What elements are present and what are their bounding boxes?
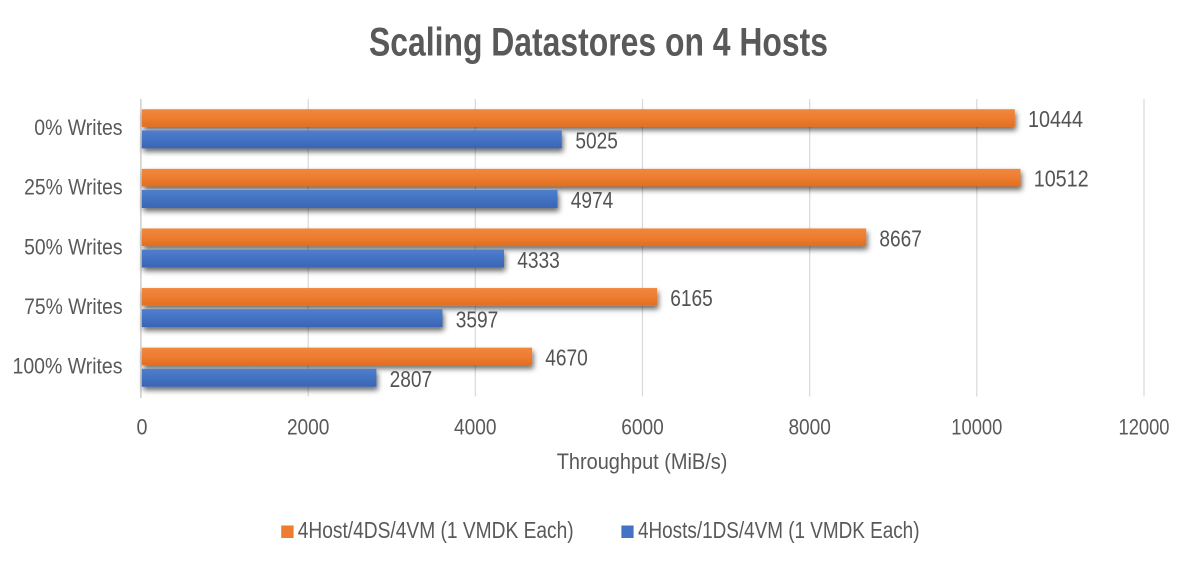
svg-text:4974: 4974 xyxy=(571,187,614,213)
svg-text:Throughput (MiB/s): Throughput (MiB/s) xyxy=(557,449,728,474)
svg-text:3597: 3597 xyxy=(456,306,499,332)
svg-text:25% Writes: 25% Writes xyxy=(24,175,122,200)
svg-text:4333: 4333 xyxy=(517,247,560,273)
svg-text:4000: 4000 xyxy=(454,414,497,439)
svg-text:0% Writes: 0% Writes xyxy=(34,115,122,140)
svg-text:8667: 8667 xyxy=(879,225,922,251)
svg-text:12000: 12000 xyxy=(1119,414,1170,439)
svg-text:6165: 6165 xyxy=(670,285,713,311)
svg-text:0: 0 xyxy=(137,414,148,439)
svg-text:4Hosts/1DS/4VM (1 VMDK Each): 4Hosts/1DS/4VM (1 VMDK Each) xyxy=(638,517,920,543)
svg-text:5025: 5025 xyxy=(575,128,618,154)
svg-text:50% Writes: 50% Writes xyxy=(24,234,122,259)
svg-text:8000: 8000 xyxy=(788,414,831,439)
svg-text:100% Writes: 100% Writes xyxy=(13,354,123,379)
svg-text:Scaling Datastores on 4 Hosts: Scaling Datastores on 4 Hosts xyxy=(369,21,828,65)
svg-text:4Host/4DS/4VM (1 VMDK Each): 4Host/4DS/4VM (1 VMDK Each) xyxy=(298,517,574,543)
svg-text:6000: 6000 xyxy=(621,414,664,439)
svg-text:75% Writes: 75% Writes xyxy=(24,294,122,319)
svg-text:2807: 2807 xyxy=(390,366,433,392)
svg-text:10000: 10000 xyxy=(951,414,1002,439)
svg-text:10444: 10444 xyxy=(1028,106,1083,132)
svg-text:2000: 2000 xyxy=(287,414,330,439)
svg-text:10512: 10512 xyxy=(1034,166,1089,192)
svg-text:4670: 4670 xyxy=(545,345,588,371)
